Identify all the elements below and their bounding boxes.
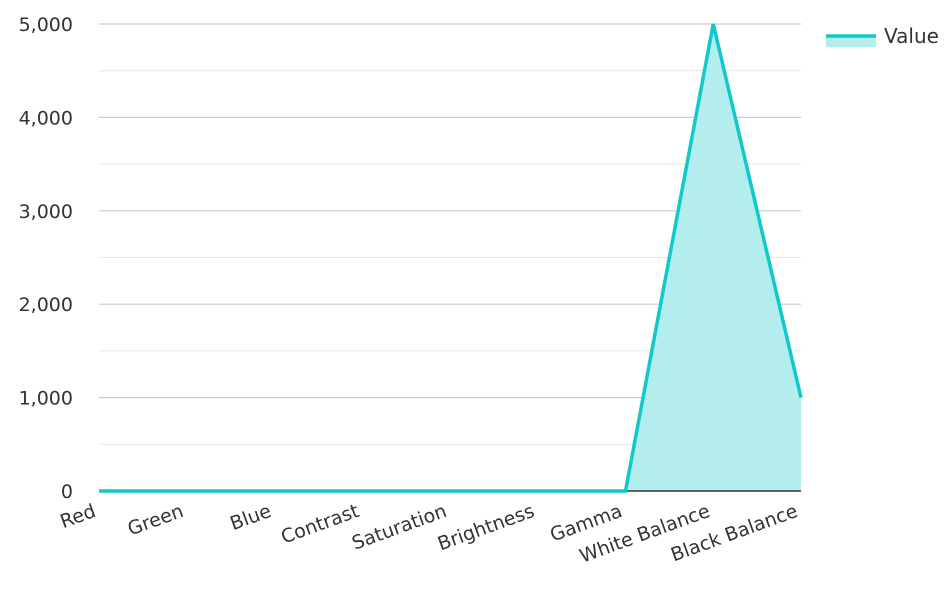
x-tick-label: Blue	[227, 500, 274, 535]
legend[interactable]: Value	[826, 24, 939, 48]
legend-swatch-fill	[826, 36, 876, 47]
x-axis-tick-labels: Red Green Blue ContrastSaturationBrightness…	[57, 500, 800, 568]
area-fill-series-0	[99, 24, 801, 491]
x-tick-label: Red	[57, 500, 98, 533]
x-tick-label: Brightness	[435, 500, 538, 555]
y-tick-label: 5,000	[19, 14, 73, 36]
y-tick-label: 2,000	[19, 294, 73, 316]
x-tick-label: Contrast	[278, 500, 362, 548]
y-tick-label: 4,000	[19, 107, 73, 129]
legend-label-value: Value	[884, 24, 939, 48]
y-tick-label: 1,000	[19, 388, 73, 410]
y-tick-label: 3,000	[19, 201, 73, 223]
y-axis-tick-labels: 0 1,000 2,000 3,000 4,000 5,000	[19, 14, 73, 503]
plot-area	[98, 23, 803, 493]
x-tick-label: Saturation	[349, 500, 450, 555]
y-tick-label: 0	[61, 481, 73, 503]
grid-lines	[99, 23, 801, 445]
x-tick-label: Green	[125, 500, 187, 540]
